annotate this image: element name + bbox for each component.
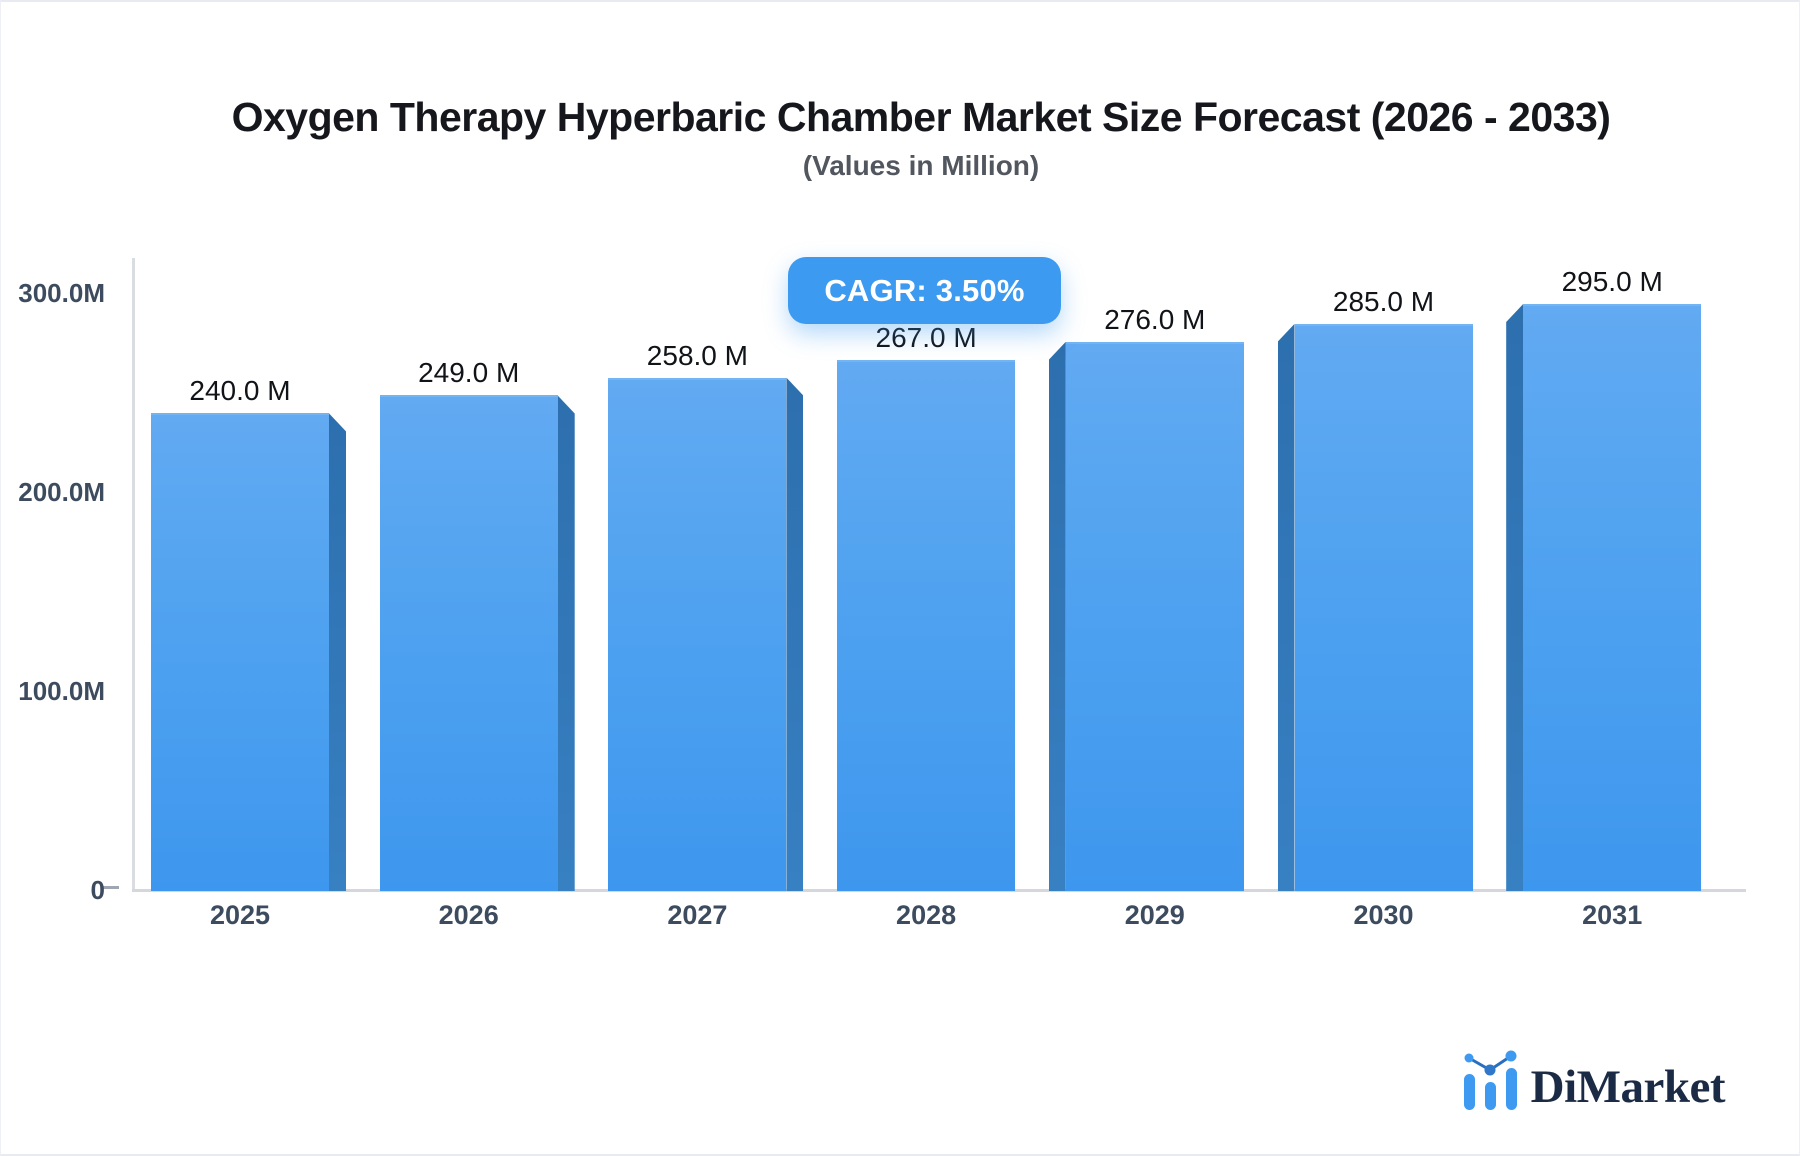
bar-value-label-2030: 285.0 M [1332,285,1435,317]
brand-logo: DiMarket [1463,1048,1726,1114]
x-axis-label-2025: 2025 [209,900,271,930]
bar-3d-side-2030 [1277,323,1295,891]
bar-2028[interactable] [837,359,1016,891]
bar-value-label-2025: 240.0 M [189,375,291,407]
x-axis-label-2030: 2030 [1353,900,1414,930]
bar-value-label-2028: 267.0 M [875,321,977,353]
chart-title: Oxygen Therapy Hyperbaric Chamber Market… [231,94,1611,140]
bar-2026[interactable] [379,395,558,891]
y-axis-label-0: 0 [90,875,105,905]
x-axis-label-2027: 2027 [667,900,728,930]
bar-3d-side-2029 [1048,341,1066,891]
bar-2029[interactable] [1065,341,1244,891]
brand-logo-text: DiMarket [1530,1061,1726,1114]
bar-value-label-2031: 295.0 M [1561,265,1663,297]
x-axis-label-2029: 2029 [1124,900,1185,930]
chart-subtitle: (Values in Million) [802,150,1040,181]
bar-3d-side-2025 [329,413,346,891]
x-axis-label-2028: 2028 [896,900,957,930]
bar-3d-side-2026 [557,395,575,891]
cagr-badge-label: CAGR: 3.50% [824,272,1025,308]
cagr-badge: CAGR: 3.50% [788,257,1061,324]
bar-3d-side-2027 [786,377,804,891]
bar-2025[interactable] [151,413,329,891]
bar-value-label-2026: 249.0 M [418,357,520,389]
y-axis-label-300.0M: 300.0M [18,278,105,308]
y-axis-line [132,258,135,891]
x-axis-label-2026: 2026 [438,900,499,930]
bar-2030[interactable] [1294,323,1473,891]
bar-2027[interactable] [608,377,787,891]
bar-chart-logo-icon [1463,1050,1517,1110]
bar-2031[interactable] [1523,303,1702,891]
zero-tick-mark [101,886,119,889]
y-axis-label-200.0M: 200.0M [18,477,105,507]
bar-value-label-2029: 276.0 M [1104,303,1206,335]
bar-3d-side-2031 [1506,303,1524,891]
bar-value-label-2027: 258.0 M [646,339,748,371]
y-axis-label-100.0M: 100.0M [18,676,105,706]
x-axis-label-2031: 2031 [1582,900,1643,930]
